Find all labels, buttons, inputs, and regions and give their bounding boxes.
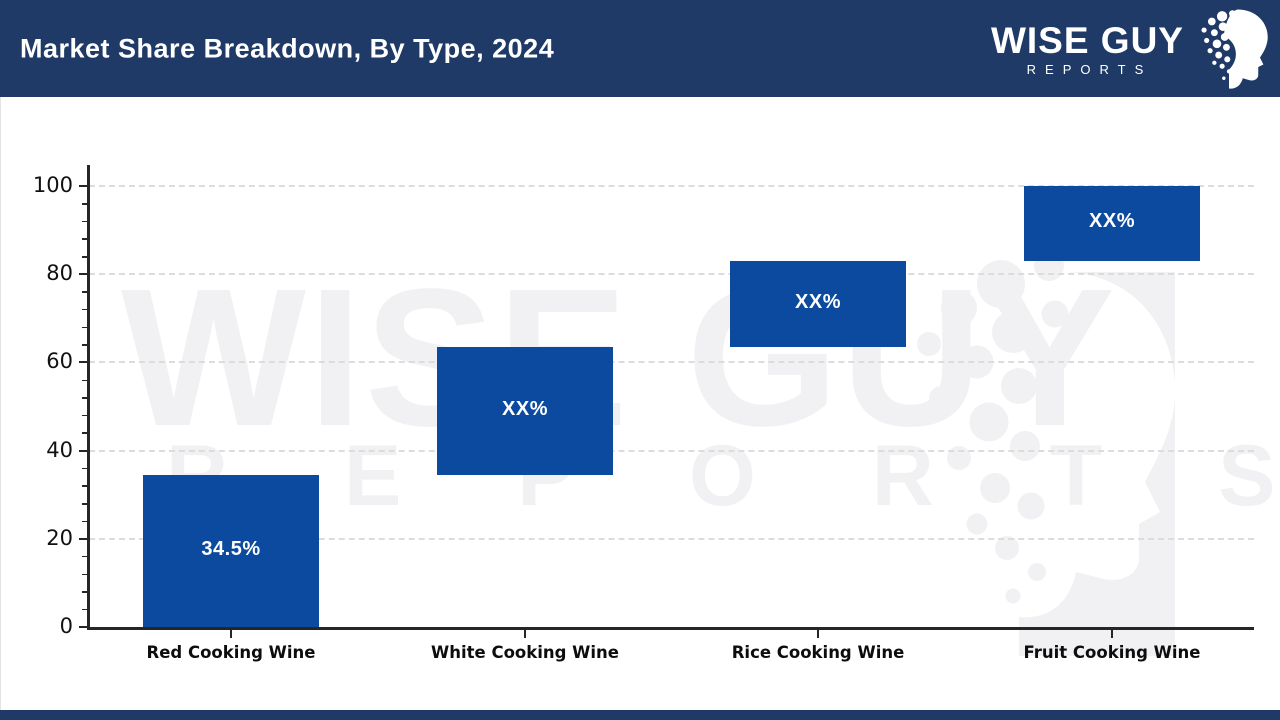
x-category-label-rice-cooking-wine: Rice Cooking Wine bbox=[731, 643, 905, 662]
x-category-label-white-cooking-wine: White Cooking Wine bbox=[431, 643, 619, 662]
page-title: Market Share Breakdown, By Type, 2024 bbox=[20, 33, 555, 63]
y-minor-tick-64 bbox=[82, 344, 87, 346]
x-category-label-red-cooking-wine: Red Cooking Wine bbox=[146, 643, 316, 662]
y-tick-label-60: 60 bbox=[46, 349, 73, 374]
watermark-head-icon bbox=[917, 251, 1176, 656]
gridline-60 bbox=[89, 361, 1254, 364]
x-tick-red-cooking-wine bbox=[230, 630, 232, 638]
y-minor-tick-92 bbox=[82, 220, 87, 223]
gridline-80 bbox=[89, 273, 1254, 276]
bar-label-fruit-cooking-wine: XX% bbox=[1089, 210, 1135, 233]
y-tick-60 bbox=[79, 361, 87, 364]
x-axis-line bbox=[87, 627, 1254, 630]
watermark-subtext: R E P O R T S bbox=[166, 428, 1280, 524]
bar-red-cooking-wine bbox=[143, 474, 319, 627]
y-tick-80 bbox=[79, 273, 87, 276]
y-minor-tick-4 bbox=[82, 608, 87, 611]
y-tick-label-0: 0 bbox=[59, 614, 73, 638]
x-tick-fruit-cooking-wine bbox=[1111, 630, 1113, 638]
y-tick-0 bbox=[79, 626, 87, 628]
gridline-100 bbox=[89, 185, 1254, 187]
y-minor-tick-52 bbox=[82, 397, 87, 399]
y-minor-tick-88 bbox=[82, 238, 87, 240]
y-minor-tick-24 bbox=[82, 520, 87, 523]
y-tick-40 bbox=[79, 449, 87, 452]
y-minor-tick-44 bbox=[82, 432, 87, 434]
y-minor-tick-8 bbox=[82, 591, 87, 593]
y-tick-100 bbox=[79, 185, 87, 187]
wiseguy-logo: WISE GUY REPORTS bbox=[991, 0, 1272, 97]
x-tick-white-cooking-wine bbox=[524, 630, 526, 638]
bar-label-red-cooking-wine: 34.5% bbox=[201, 537, 261, 560]
y-minor-tick-28 bbox=[82, 503, 87, 505]
y-minor-tick-68 bbox=[82, 326, 87, 329]
gridline-40 bbox=[89, 449, 1254, 452]
y-tick-label-40: 40 bbox=[46, 437, 73, 462]
y-minor-tick-12 bbox=[82, 573, 87, 576]
y-tick-label-80: 80 bbox=[46, 261, 73, 286]
head-profile-icon bbox=[1201, 9, 1268, 89]
y-tick-label-20: 20 bbox=[46, 525, 73, 550]
y-minor-tick-84 bbox=[82, 256, 87, 258]
logo-subtext: REPORTS bbox=[1026, 62, 1153, 77]
header-banner: Market Share Breakdown, By Type, 2024 WI… bbox=[0, 0, 1280, 97]
y-minor-tick-56 bbox=[82, 379, 87, 382]
bar-label-rice-cooking-wine: XX% bbox=[795, 290, 841, 313]
watermark-wordmark: WISE GUY bbox=[121, 248, 1118, 467]
y-minor-tick-72 bbox=[82, 308, 87, 311]
logo-wordmark: WISE GUY bbox=[990, 20, 1184, 61]
bar-white-cooking-wine bbox=[437, 346, 613, 475]
bar-fruit-cooking-wine bbox=[1024, 186, 1200, 261]
logo-text: WISE GUY REPORTS bbox=[990, 20, 1184, 78]
y-tick-20 bbox=[79, 537, 87, 540]
y-axis-line bbox=[87, 165, 90, 630]
y-minor-tick-36 bbox=[82, 467, 87, 470]
y-minor-tick-96 bbox=[82, 203, 87, 205]
y-minor-tick-16 bbox=[82, 555, 87, 558]
bar-label-white-cooking-wine: XX% bbox=[502, 397, 548, 420]
bar-rice-cooking-wine bbox=[730, 260, 906, 347]
x-tick-rice-cooking-wine bbox=[817, 630, 819, 638]
plot-area: WISE GUY R E P O R T S 0 20 40 60 80 100 34.5%… bbox=[0, 97, 1280, 710]
y-minor-tick-32 bbox=[82, 485, 87, 487]
y-minor-tick-76 bbox=[82, 291, 87, 293]
x-category-label-fruit-cooking-wine: Fruit Cooking Wine bbox=[1023, 643, 1201, 662]
gridline-20 bbox=[89, 537, 1254, 540]
footer-bar bbox=[0, 710, 1280, 720]
y-minor-tick-48 bbox=[82, 414, 87, 417]
y-tick-label-100: 100 bbox=[32, 173, 73, 197]
